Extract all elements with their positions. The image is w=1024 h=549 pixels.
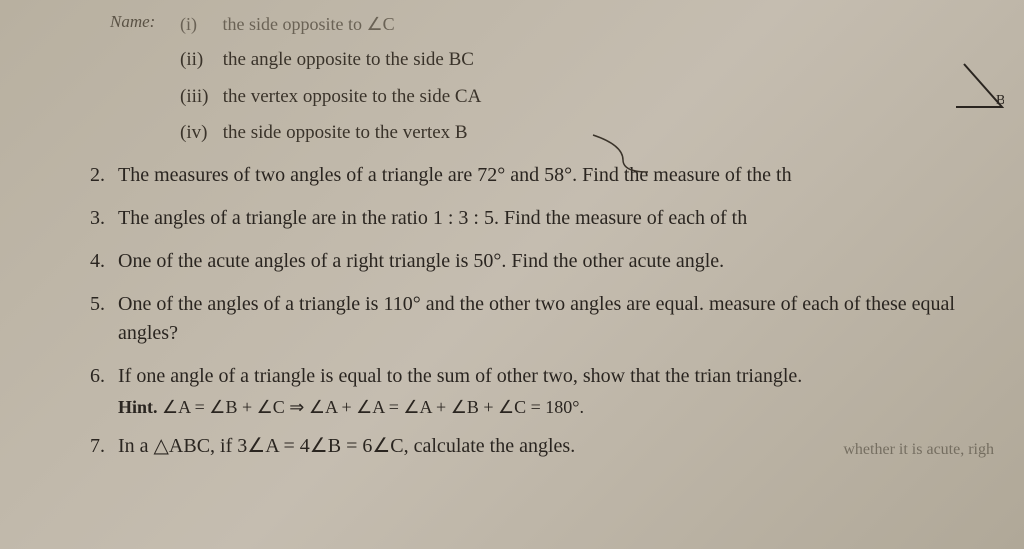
triangle-icon: B xyxy=(954,62,1004,112)
hint-line: Hint. ∠A = ∠B + ∠C ⇒ ∠A + ∠A = ∠A + ∠B +… xyxy=(118,397,1004,418)
roman-iii: (iii) xyxy=(180,84,218,111)
q3-number: 3. xyxy=(90,204,118,233)
q3-text: The angles of a triangle are in the rati… xyxy=(118,204,1004,233)
roman-iv: (iv) xyxy=(180,120,218,147)
q6-text: If one angle of a triangle is equal to t… xyxy=(118,362,1004,391)
sub-item-list: (i) the side opposite to ∠C (ii) the ang… xyxy=(180,12,1004,147)
sub-item-iii-text: the vertex opposite to the side CA xyxy=(223,86,482,107)
question-6: 6. If one angle of a triangle is equal t… xyxy=(90,362,1004,391)
triangle-diagram: B xyxy=(954,62,1004,112)
sub-item-ii: (ii) the angle opposite to the side BC xyxy=(180,47,1004,74)
q2-number: 2. xyxy=(90,161,118,190)
name-label: Name: xyxy=(110,12,155,32)
question-5: 5. One of the angles of a triangle is 11… xyxy=(90,290,1004,348)
sub-item-iii: (iii) the vertex opposite to the side CA xyxy=(180,84,1004,111)
sub-item-ii-text: the angle opposite to the side BC xyxy=(223,49,474,70)
q4-text: One of the acute angles of a right trian… xyxy=(118,247,1004,276)
q5-text: One of the angles of a triangle is 110° … xyxy=(118,290,1004,348)
roman-i: (i) xyxy=(180,12,218,37)
page-content: Name: (i) the side opposite to ∠C (ii) t… xyxy=(90,12,1004,461)
question-2: 2. The measures of two angles of a trian… xyxy=(90,161,1004,190)
sub-item-i: (i) the side opposite to ∠C xyxy=(180,12,1004,37)
q5-number: 5. xyxy=(90,290,118,348)
sub-item-iv-text: the side opposite to the vertex B xyxy=(223,122,468,143)
question-4: 4. One of the acute angles of a right tr… xyxy=(90,247,1004,276)
hint-text: ∠A = ∠B + ∠C ⇒ ∠A + ∠A = ∠A + ∠B + ∠C = … xyxy=(162,397,584,417)
question-3: 3. The angles of a triangle are in the r… xyxy=(90,204,1004,233)
q6-number: 6. xyxy=(90,362,118,391)
sub-item-i-text: the side opposite to ∠C xyxy=(223,14,395,34)
sub-item-iv: (iv) the side opposite to the vertex B xyxy=(180,120,1004,147)
q4-number: 4. xyxy=(90,247,118,276)
q2-text: The measures of two angles of a triangle… xyxy=(118,161,1004,190)
triangle-vertex-label: B xyxy=(996,93,1004,108)
roman-ii: (ii) xyxy=(180,47,218,74)
q7-number: 7. xyxy=(90,432,118,461)
bottom-cutoff-text: whether it is acute, righ xyxy=(180,441,994,459)
hint-label: Hint. xyxy=(118,397,158,417)
